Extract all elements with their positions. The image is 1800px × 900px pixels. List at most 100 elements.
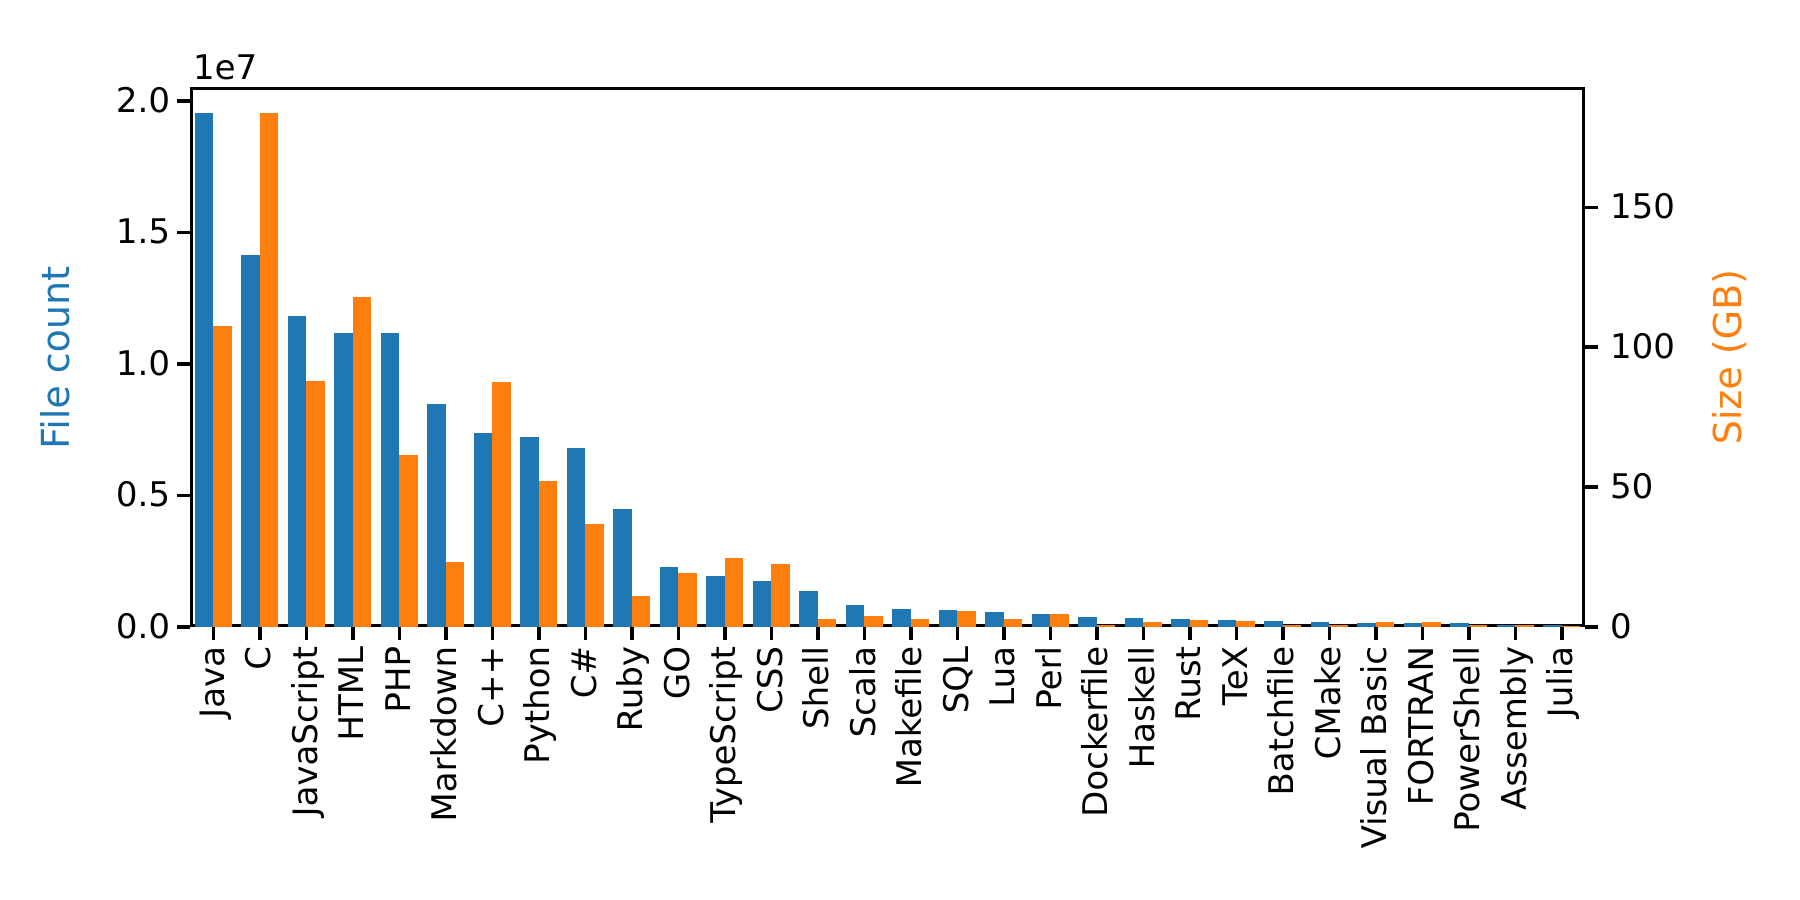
y-tick-label-left: 2.0	[115, 80, 170, 121]
x-tick-mark	[537, 627, 541, 640]
plot-area	[190, 87, 1585, 627]
x-tick-mark	[1188, 627, 1192, 640]
x-tick-mark	[1560, 627, 1564, 640]
x-tick-label: GO	[657, 646, 698, 700]
x-tick-label: Batchfile	[1262, 646, 1303, 796]
x-tick-mark	[676, 627, 680, 640]
x-tick-label: Rust	[1169, 646, 1210, 721]
bar-file-count	[1450, 623, 1469, 627]
bar-size-gb	[1515, 624, 1534, 627]
y-tick-mark-left	[177, 625, 190, 629]
x-tick-label: C++	[471, 646, 512, 727]
bar-size-gb	[771, 563, 790, 627]
bar-size-gb	[817, 618, 837, 627]
x-tick-mark	[769, 627, 773, 640]
x-tick-label: PHP	[378, 646, 419, 713]
x-tick-mark	[955, 627, 959, 640]
bar-size-gb	[1561, 626, 1581, 627]
bar-size-gb	[585, 523, 604, 627]
y-tick-label-left: 0.5	[115, 475, 170, 516]
bar-file-count	[1124, 618, 1144, 627]
bar-size-gb	[910, 618, 930, 627]
x-tick-mark	[1002, 627, 1006, 640]
bar-file-count	[752, 581, 772, 627]
bar-size-gb	[213, 325, 232, 627]
bar-file-count	[706, 575, 725, 627]
bar-size-gb	[1050, 613, 1069, 627]
y-axis-offset-text: 1e7	[193, 48, 258, 88]
x-tick-label: Perl	[1029, 646, 1070, 710]
bar-file-count	[287, 315, 307, 627]
bar-file-count	[1403, 623, 1423, 627]
x-tick-label: Julia	[1541, 646, 1582, 718]
x-tick-label: JavaScript	[285, 646, 326, 817]
bar-file-count	[1171, 618, 1190, 627]
x-tick-mark	[816, 627, 820, 640]
x-tick-label: TypeScript	[704, 646, 745, 823]
bar-size-gb	[1189, 619, 1209, 627]
y-tick-mark-right	[1585, 345, 1598, 349]
bar-size-gb	[1375, 621, 1395, 627]
bar-file-count	[659, 567, 679, 627]
bar-file-count	[845, 605, 865, 627]
bar-file-count	[520, 436, 539, 627]
x-tick-label: Makefile	[890, 646, 931, 788]
y-axis-left-label-wrap: File count	[28, 87, 83, 627]
y-axis-left-label: File count	[33, 265, 78, 449]
x-tick-mark	[304, 627, 308, 640]
y-tick-mark-right	[1585, 485, 1598, 489]
x-tick-label: Markdown	[425, 646, 466, 822]
bar-file-count	[1031, 613, 1051, 627]
bar-size-gb	[445, 562, 465, 627]
bar-size-gb	[631, 596, 651, 627]
x-tick-label: C	[239, 646, 280, 670]
y-tick-mark-left	[177, 493, 190, 498]
x-tick-label: Ruby	[611, 646, 652, 732]
x-tick-mark	[444, 627, 448, 640]
y-tick-label-right: 150	[1610, 187, 1675, 228]
bar-size-gb	[1468, 625, 1488, 627]
y-tick-mark-right	[1585, 205, 1598, 210]
y-tick-label-left: 1.0	[115, 343, 170, 384]
x-tick-label: Lua	[983, 646, 1024, 707]
bar-file-count	[1217, 620, 1237, 627]
y-tick-label-right: 50	[1610, 467, 1654, 508]
x-tick-label: TeX	[1215, 646, 1256, 706]
x-tick-mark	[1513, 627, 1517, 640]
y-tick-mark-left	[177, 230, 190, 235]
bar-file-count	[1264, 620, 1283, 627]
bar-file-count	[1078, 617, 1097, 627]
x-tick-label: Scala	[843, 646, 884, 738]
x-tick-mark	[1141, 627, 1145, 640]
bar-size-gb	[1422, 622, 1441, 627]
bar-file-count	[799, 590, 818, 627]
bar-size-gb	[1096, 625, 1116, 627]
x-tick-mark	[909, 627, 913, 640]
x-tick-mark	[630, 627, 634, 640]
bar-size-gb	[306, 381, 325, 627]
x-tick-label: HTML	[332, 646, 373, 741]
bar-size-gb	[1329, 625, 1348, 627]
x-tick-label: Haskell	[1122, 646, 1163, 769]
x-tick-mark	[723, 627, 727, 640]
bar-size-gb	[864, 616, 883, 627]
bar-size-gb	[957, 611, 976, 627]
x-tick-label: Java	[192, 646, 233, 718]
bar-file-count	[613, 509, 632, 627]
y-tick-label-right: 100	[1610, 327, 1675, 368]
y-tick-label-left: 0.0	[115, 607, 170, 647]
x-tick-mark	[1327, 627, 1331, 640]
x-tick-mark	[1420, 627, 1424, 640]
x-tick-label: Shell	[797, 646, 838, 729]
bar-size-gb	[678, 573, 697, 627]
x-tick-label: SQL	[936, 646, 977, 714]
x-tick-label: C#	[564, 646, 605, 699]
x-tick-label: Dockerfile	[1076, 646, 1117, 817]
bar-size-gb	[1143, 621, 1162, 627]
bar-file-count	[380, 332, 400, 627]
bar-file-count	[566, 447, 586, 627]
x-tick-mark	[1095, 627, 1099, 640]
x-tick-label: Visual Basic	[1355, 646, 1396, 849]
bar-size-gb	[538, 481, 558, 627]
